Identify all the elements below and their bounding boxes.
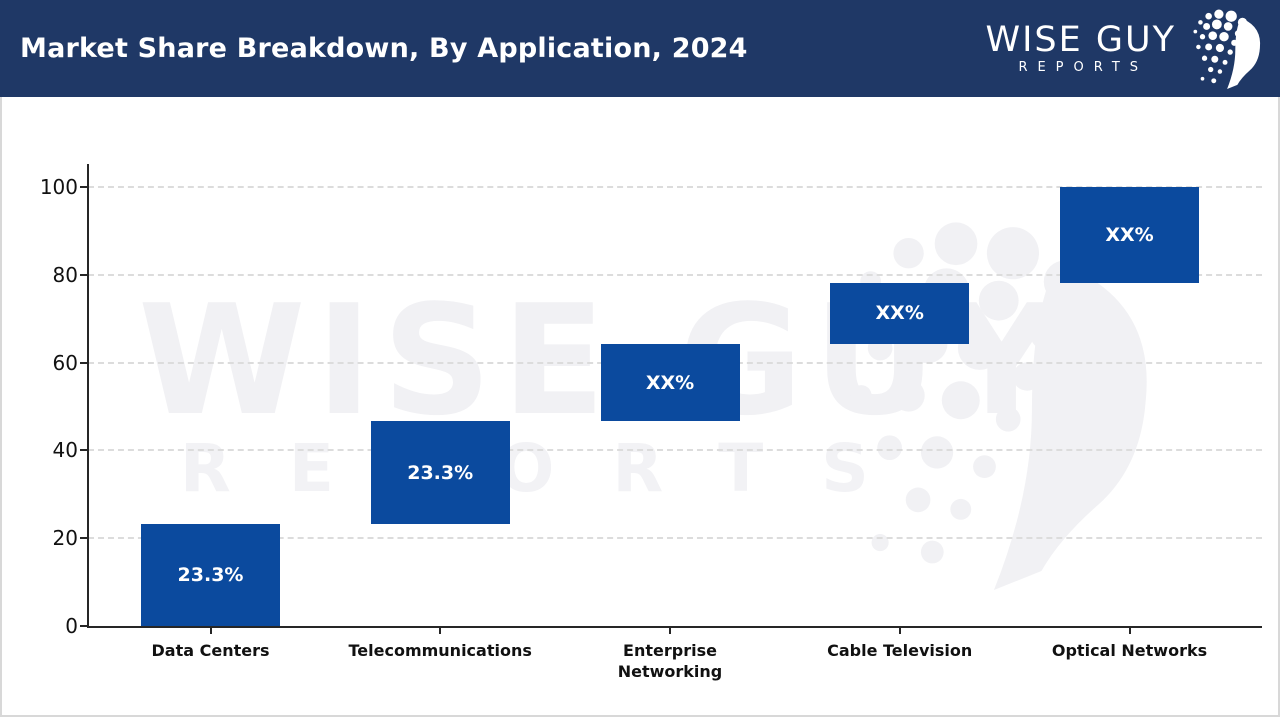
bar-optical-networks: XX%: [1060, 187, 1199, 283]
logo-wiseguy-label: WISE GUY: [985, 19, 1176, 60]
gridline-80: [88, 273, 1262, 276]
x-axis-category-label: Optical Networks: [1051, 641, 1208, 660]
chart-body-frame: [0, 97, 1280, 717]
y-axis-tick-label: 80: [52, 262, 78, 287]
y-axis-tickmark: [80, 625, 88, 627]
bar-telecommunications: 23.3%: [370, 421, 510, 524]
bar-cable-television: XX%: [830, 282, 970, 344]
y-axis-tickmark: [80, 449, 88, 452]
header-bar: Market Share Breakdown, By Application, …: [0, 0, 1280, 97]
bar-data-centers: 23.3%: [141, 523, 280, 626]
x-axis-tickmark: [1128, 626, 1131, 634]
y-axis-tickmark: [80, 273, 88, 276]
bar-value-label: 23.3%: [177, 563, 244, 586]
logo-reports-label: REPORTS: [1018, 59, 1149, 75]
y-axis-tickmark: [80, 361, 88, 364]
bar-value-label: XX%: [875, 302, 924, 325]
gridline-40: [88, 449, 1262, 452]
chart-title: Market Share Breakdown, By Application, …: [20, 33, 748, 64]
gridline-100: [88, 186, 1262, 188]
bar-value-label: XX%: [1105, 223, 1154, 246]
y-axis-line: [87, 164, 89, 628]
x-axis-category-label: Telecommunications: [348, 641, 532, 660]
wise-guy-logo: WISE GUY REPORTS: [985, 9, 1280, 89]
watermark-reports-text: REPORTS: [180, 430, 927, 507]
x-axis-category-label: Data Centers: [151, 641, 270, 660]
x-axis-line: [87, 626, 1262, 628]
x-axis-category-label: Cable Television: [827, 641, 973, 660]
bar-value-label: 23.3%: [407, 461, 474, 484]
x-axis-tickmark: [439, 626, 442, 634]
gridline-20: [88, 537, 1262, 540]
logo-face-dots-icon: [1193, 9, 1261, 89]
x-axis-tickmark: [898, 626, 901, 634]
y-axis-tickmark: [80, 537, 88, 540]
x-axis-tickmark: [669, 626, 671, 634]
x-axis-tickmark: [209, 626, 212, 634]
x-axis-category-label: Enterprise Networking: [617, 641, 723, 681]
y-axis-tick-label: 60: [52, 350, 78, 375]
logo-text: WISE GUY REPORTS: [985, 22, 1176, 76]
y-axis-tick-label: 0: [65, 614, 78, 638]
y-axis-tick-label: 100: [39, 175, 78, 199]
bar-enterprise-networking: XX%: [600, 343, 740, 422]
y-axis-tick-label: 40: [52, 438, 78, 463]
y-axis-tickmark: [80, 186, 88, 188]
bar-value-label: XX%: [645, 371, 695, 394]
watermark-face-dots-icon: [838, 222, 1147, 590]
y-axis-tick-label: 20: [52, 526, 78, 551]
